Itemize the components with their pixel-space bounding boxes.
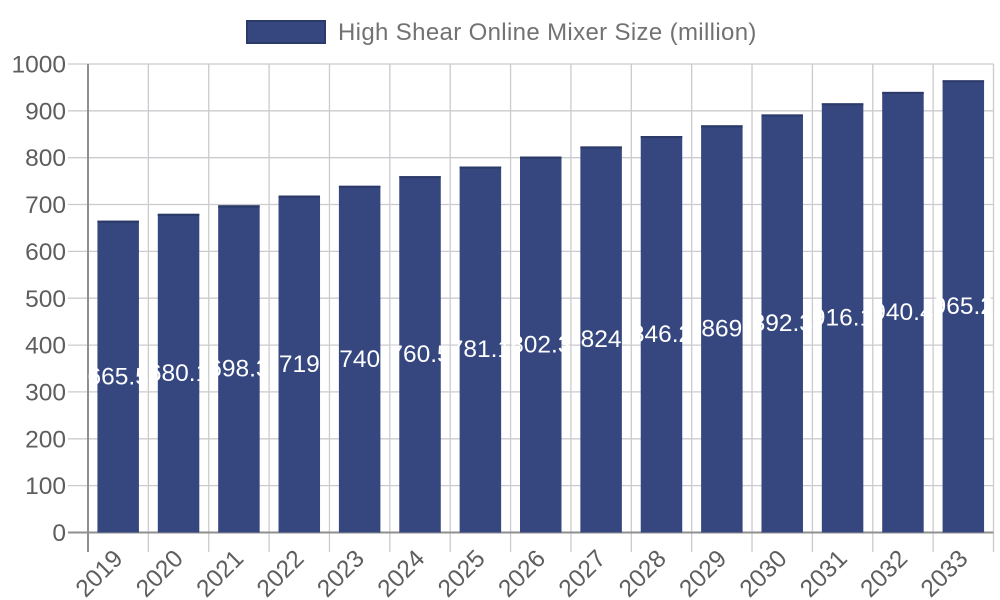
svg-text:680.1: 680.1 (148, 360, 209, 387)
svg-text:300: 300 (25, 379, 66, 406)
svg-text:500: 500 (25, 286, 66, 313)
svg-text:700: 700 (25, 192, 66, 219)
svg-text:0: 0 (52, 520, 66, 547)
svg-text:740: 740 (339, 346, 380, 373)
svg-text:400: 400 (25, 333, 66, 360)
svg-text:916.1: 916.1 (812, 305, 873, 332)
svg-text:800: 800 (25, 145, 66, 172)
svg-text:665.5: 665.5 (88, 363, 149, 390)
svg-text:869: 869 (701, 316, 742, 343)
svg-text:781.1: 781.1 (450, 336, 511, 363)
svg-text:760.5: 760.5 (389, 341, 450, 368)
svg-text:698.3: 698.3 (208, 356, 269, 383)
svg-text:824: 824 (581, 326, 622, 353)
svg-text:High Shear Online Mixer Size (: High Shear Online Mixer Size (million) (338, 19, 757, 46)
svg-text:100: 100 (25, 473, 66, 500)
svg-text:600: 600 (25, 239, 66, 266)
svg-text:892.3: 892.3 (752, 310, 813, 337)
svg-text:900: 900 (25, 98, 66, 125)
svg-text:965.2: 965.2 (933, 293, 994, 320)
svg-text:940.4: 940.4 (872, 299, 933, 326)
svg-text:1000: 1000 (11, 52, 66, 79)
svg-text:719: 719 (279, 351, 320, 378)
svg-text:846.2: 846.2 (631, 321, 692, 348)
svg-text:200: 200 (25, 426, 66, 453)
svg-text:802.3: 802.3 (510, 331, 571, 358)
